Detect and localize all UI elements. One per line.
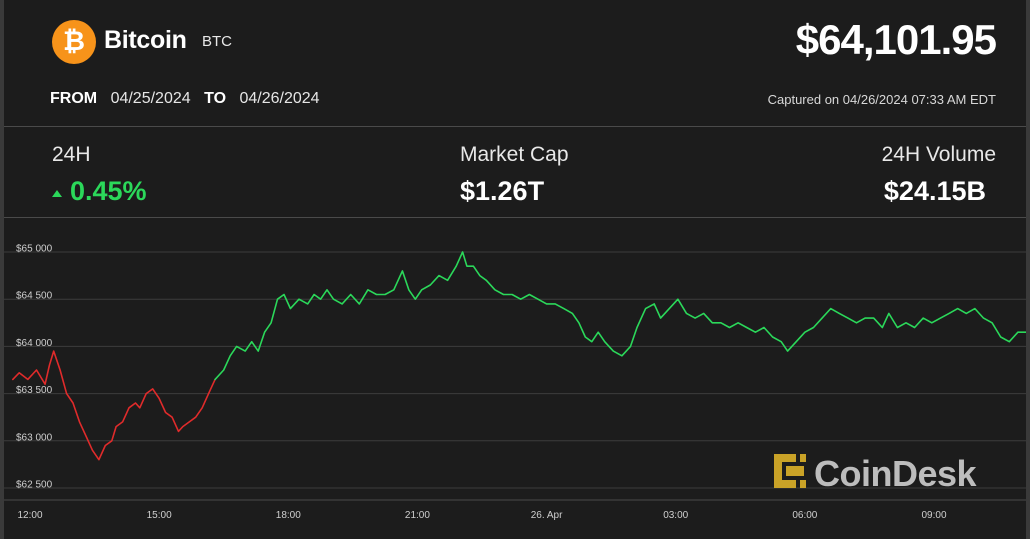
y-tick-label: $64 000	[16, 338, 53, 349]
captured-timestamp: Captured on 04/26/2024 07:33 AM EDT	[767, 92, 996, 107]
coin-name: Bitcoin	[104, 26, 187, 54]
y-tick-label: $63 500	[16, 385, 53, 396]
coin-ticker: BTC	[202, 33, 232, 50]
y-tick-label: $65 000	[16, 244, 53, 255]
y-tick-label: $63 000	[16, 432, 53, 443]
volume-label: 24H Volume	[881, 143, 996, 166]
header-divider	[4, 126, 1026, 127]
change-value-wrap: 0.45%	[52, 176, 147, 207]
coindesk-wordmark: CoinDesk	[814, 453, 977, 494]
y-tick-label: $62 500	[16, 480, 53, 491]
y-tick-label: $64 500	[16, 291, 53, 302]
price-chart: $65 000 $64 500 $64 000 $63 500 $63 000 $62 5…	[4, 244, 1026, 521]
x-tick-label: 18:00	[276, 510, 301, 521]
to-label: TO	[204, 90, 227, 107]
price-line-up	[214, 251, 1026, 381]
from-label: FROM	[50, 90, 98, 107]
x-tick-label: 09:00	[921, 510, 946, 521]
current-price: $64,101.95	[795, 16, 997, 63]
x-tick-label: 12:00	[17, 510, 42, 521]
price-line-down	[12, 350, 216, 461]
bitcoin-logo-icon: ₿	[52, 20, 96, 64]
from-date: 04/25/2024	[110, 90, 191, 107]
x-tick-label: 26. Apr	[531, 510, 563, 521]
date-range: FROM 04/25/2024 TO 04/26/2024	[50, 90, 329, 108]
x-tick-label: 03:00	[663, 510, 688, 521]
coindesk-logo-icon	[774, 454, 806, 488]
up-arrow-icon	[52, 190, 62, 197]
to-date: 04/26/2024	[239, 90, 320, 107]
market-cap-value: $1.26T	[460, 176, 545, 206]
change-value: 0.45%	[70, 176, 147, 206]
x-tick-label: 15:00	[147, 510, 172, 521]
stats-divider	[4, 217, 1026, 218]
change-label: 24H	[52, 143, 91, 166]
x-tick-label: 06:00	[792, 510, 817, 521]
volume-value: $24.15B	[883, 176, 986, 206]
x-tick-label: 21:00	[405, 510, 430, 521]
market-cap-label: Market Cap	[460, 143, 569, 166]
